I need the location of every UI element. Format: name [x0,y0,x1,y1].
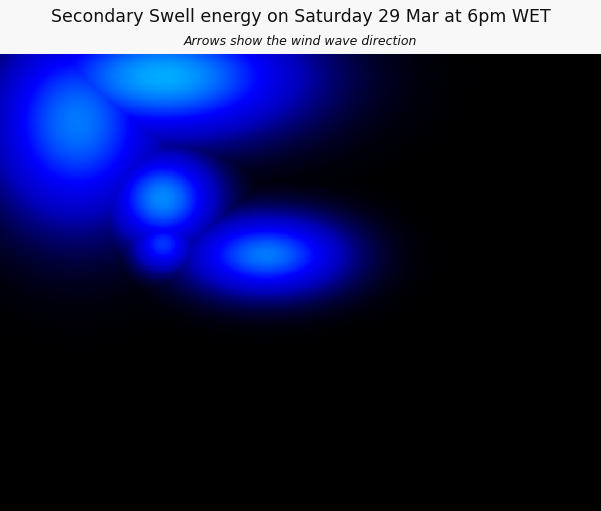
Text: Arrows show the wind wave direction: Arrows show the wind wave direction [184,35,417,49]
Text: Secondary Swell energy on Saturday 29 Mar at 6pm WET: Secondary Swell energy on Saturday 29 Ma… [50,8,551,26]
